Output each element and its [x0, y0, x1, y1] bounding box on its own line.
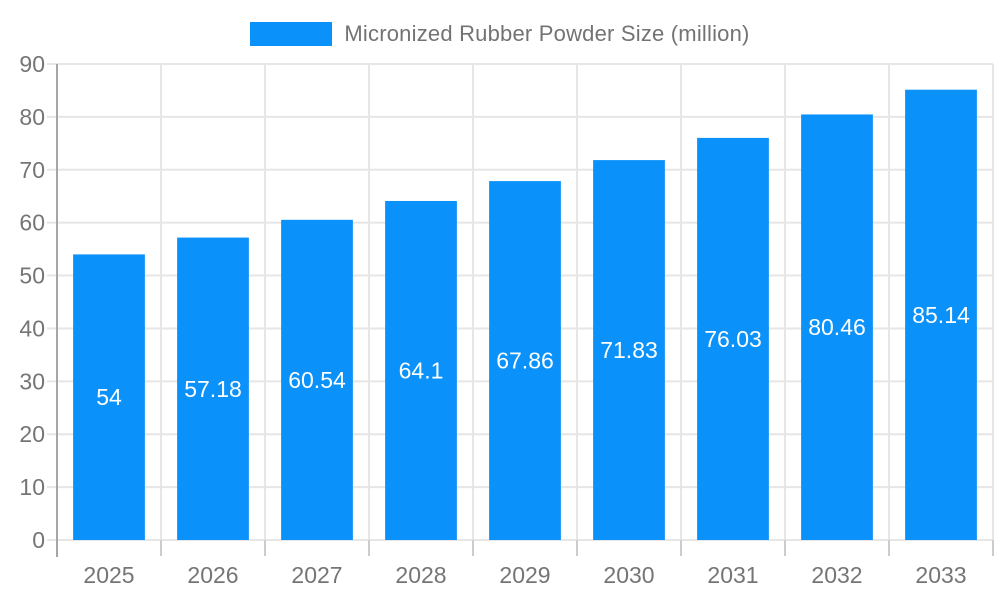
bar[interactable]: [593, 160, 665, 540]
y-tick-label: 90: [19, 51, 45, 77]
bar-value-label: 80.46: [808, 314, 866, 340]
bar-value-label: 60.54: [288, 367, 346, 393]
y-tick-label: 20: [19, 421, 45, 447]
y-tick-label: 10: [19, 474, 45, 500]
bar[interactable]: [697, 137, 769, 540]
y-tick-label: 80: [19, 104, 45, 130]
y-tick-label: 40: [19, 315, 45, 341]
bar[interactable]: [385, 200, 457, 540]
legend-swatch[interactable]: [250, 22, 333, 46]
x-tick-label: 2031: [707, 562, 758, 588]
bar-value-label: 85.14: [912, 302, 970, 328]
bar[interactable]: [905, 89, 977, 540]
bar-value-label: 57.18: [184, 376, 242, 402]
bar-value-label: 76.03: [704, 326, 762, 352]
bar[interactable]: [177, 237, 249, 540]
x-tick-label: 2033: [915, 562, 966, 588]
bar[interactable]: [73, 254, 145, 540]
y-tick-label: 60: [19, 210, 45, 236]
bar-value-label: 67.86: [496, 348, 554, 374]
bar-value-label: 64.1: [399, 357, 444, 383]
x-tick-label: 2026: [187, 562, 238, 588]
bar-value-label: 71.83: [600, 337, 658, 363]
bar-value-label: 54: [96, 384, 122, 410]
y-tick-label: 50: [19, 263, 45, 289]
x-tick-label: 2030: [603, 562, 654, 588]
x-tick-label: 2028: [395, 562, 446, 588]
bar[interactable]: [489, 181, 561, 540]
y-tick-label: 70: [19, 157, 45, 183]
x-tick-label: 2027: [291, 562, 342, 588]
y-tick-label: 0: [32, 527, 45, 553]
bar[interactable]: [801, 114, 873, 541]
bar[interactable]: [281, 219, 353, 540]
y-tick-label: 30: [19, 368, 45, 394]
x-tick-label: 2032: [811, 562, 862, 588]
chart-legend: Micronized Rubber Powder Size (million): [0, 21, 1000, 47]
x-tick-label: 2029: [499, 562, 550, 588]
chart-title: Micronized Rubber Powder Size (million): [344, 21, 750, 46]
x-tick-label: 2025: [83, 562, 134, 588]
